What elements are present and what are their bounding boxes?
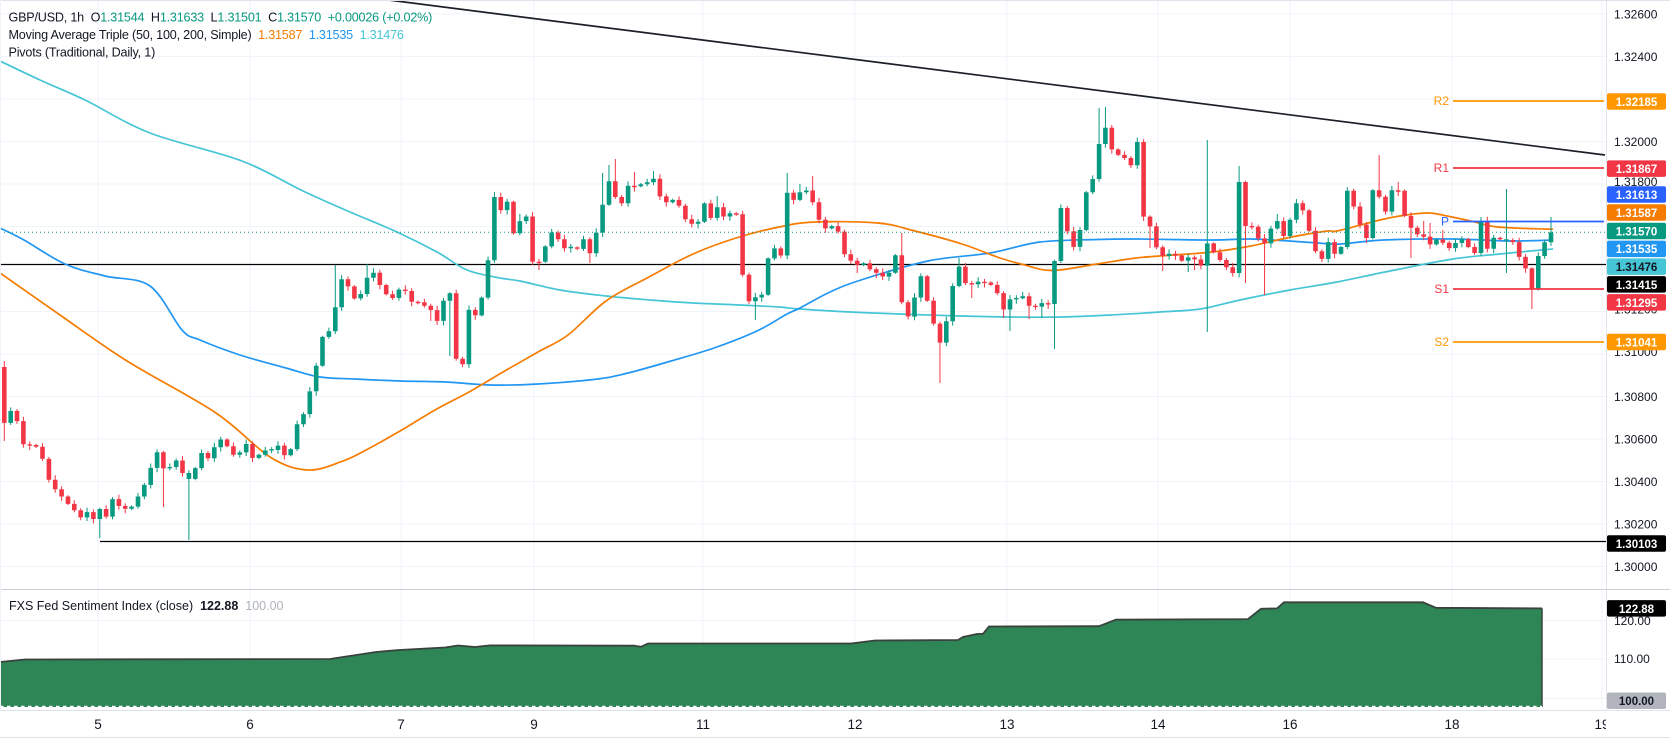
svg-text:R1: R1 (1434, 161, 1450, 175)
svg-text:1.30800: 1.30800 (1614, 390, 1658, 404)
svg-text:120.00: 120.00 (1614, 614, 1651, 628)
svg-text:1.32185: 1.32185 (1616, 97, 1658, 109)
svg-text:1.31041: 1.31041 (1616, 337, 1658, 349)
svg-text:122.88: 122.88 (1619, 604, 1655, 616)
svg-text:S2: S2 (1434, 335, 1449, 349)
svg-text:1.31415: 1.31415 (1616, 280, 1658, 292)
svg-text:Moving Average Triple (50, 100: Moving Average Triple (50, 100, 200, Sim… (9, 28, 404, 42)
svg-text:12: 12 (847, 717, 862, 732)
svg-text:1.31800: 1.31800 (1614, 175, 1658, 189)
svg-text:S1: S1 (1434, 282, 1449, 296)
svg-text:18: 18 (1444, 717, 1459, 732)
svg-text:1.32400: 1.32400 (1614, 50, 1658, 64)
svg-text:14: 14 (1150, 717, 1166, 732)
svg-text:9: 9 (530, 717, 538, 732)
svg-text:1.31613: 1.31613 (1616, 190, 1658, 202)
svg-text:1.31587: 1.31587 (1616, 208, 1658, 220)
svg-text:1.30103: 1.30103 (1616, 539, 1658, 551)
svg-text:1.31535: 1.31535 (1616, 244, 1658, 256)
svg-text:R2: R2 (1434, 94, 1450, 108)
svg-text:1.31476: 1.31476 (1616, 262, 1658, 274)
svg-text:6: 6 (246, 717, 254, 732)
svg-text:100.00: 100.00 (1619, 696, 1654, 708)
svg-text:1.30200: 1.30200 (1614, 518, 1658, 532)
svg-text:7: 7 (397, 717, 405, 732)
svg-text:11: 11 (696, 717, 710, 732)
svg-text:1.30000: 1.30000 (1614, 560, 1658, 574)
svg-text:1.31570: 1.31570 (1616, 226, 1658, 238)
svg-text:P: P (1441, 215, 1449, 229)
svg-text:1.31867: 1.31867 (1616, 164, 1658, 176)
svg-text:1.31295: 1.31295 (1616, 298, 1658, 310)
svg-text:Pivots (Traditional, Daily, 1): Pivots (Traditional, Daily, 1) (9, 46, 156, 60)
svg-text:5: 5 (94, 717, 102, 732)
svg-text:110.00: 110.00 (1614, 652, 1650, 666)
svg-text:13: 13 (999, 717, 1014, 732)
svg-text:1.30400: 1.30400 (1614, 475, 1658, 489)
svg-text:19: 19 (1594, 717, 1609, 732)
svg-text:1.32600: 1.32600 (1614, 8, 1658, 22)
svg-text:16: 16 (1282, 717, 1297, 732)
svg-text:FXS Fed Sentiment Index (close: FXS Fed Sentiment Index (close) 122.88 1… (9, 599, 284, 613)
svg-text:1.32000: 1.32000 (1614, 135, 1658, 149)
svg-text:GBP/USD, 1h O1.31544 H1.3163: GBP/USD, 1h O1.31544 H1.31633 L1.31501 C… (9, 11, 433, 25)
svg-text:1.30600: 1.30600 (1614, 433, 1658, 447)
